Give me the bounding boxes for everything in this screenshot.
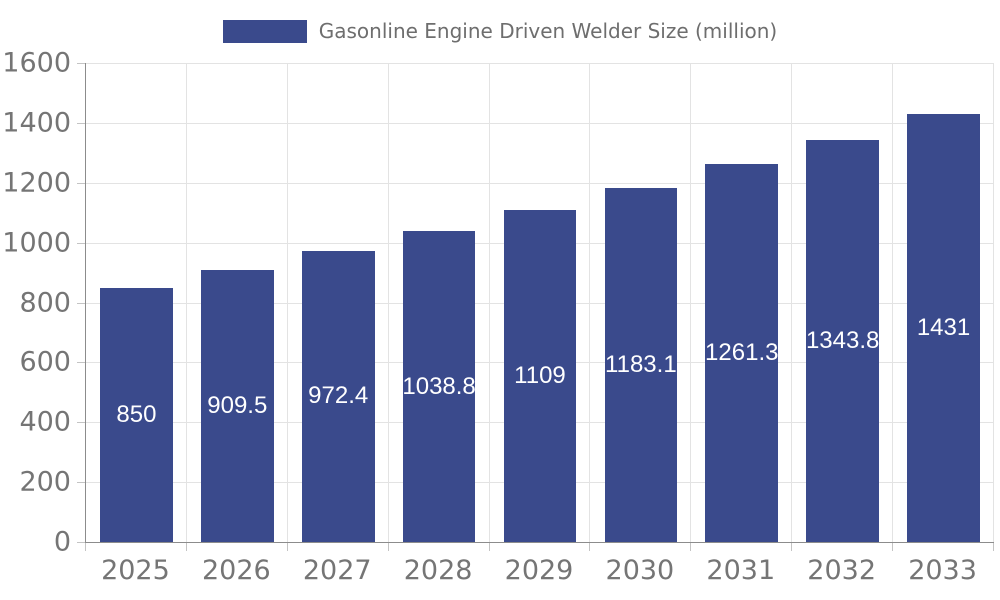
x-axis: 2025 2026 2027 2028 2029 2030 2031 2032 2033 <box>85 543 994 600</box>
bar-slot: 1261.3 <box>691 63 792 542</box>
bar: 1038.8 <box>402 231 476 542</box>
x-tick-label: 2033 <box>908 555 977 586</box>
bar-slot: 1038.8 <box>389 63 490 542</box>
x-tick-mark <box>892 543 894 551</box>
v-gridline <box>791 63 793 542</box>
v-gridline <box>892 63 894 542</box>
h-gridline <box>86 122 994 124</box>
x-tick-mark <box>286 543 288 551</box>
v-gridline <box>488 63 490 542</box>
y-tick-mark <box>77 63 85 64</box>
y-tick-label: 200 <box>19 466 71 498</box>
bar: 1183.1 <box>604 187 678 542</box>
bar-value-label: 1038.8 <box>402 372 476 400</box>
x-tick-label: 2028 <box>403 555 473 586</box>
x-tick-label: 2029 <box>504 555 574 586</box>
y-tick-mark <box>77 302 85 304</box>
bar-value-label: 1343.8 <box>805 326 880 354</box>
bar-value-label: 1261.3 <box>705 339 779 367</box>
v-gridline <box>387 63 389 542</box>
y-tick-mark <box>77 242 85 244</box>
bar: 1431 <box>907 113 980 542</box>
x-tick-label: 2027 <box>302 555 372 586</box>
y-tick-mark <box>77 182 85 184</box>
legend[interactable]: Gasonline Engine Driven Welder Size (mil… <box>0 19 1000 43</box>
v-gridline <box>993 63 994 542</box>
bar-slot: 850 <box>86 63 187 542</box>
bar-slot: 1431 <box>893 63 994 542</box>
bar-value-label: 972.4 <box>308 382 369 410</box>
bar: 972.4 <box>301 250 375 542</box>
x-tick-mark <box>993 543 994 551</box>
y-tick-mark <box>77 422 85 424</box>
x-tick-mark <box>791 543 793 551</box>
v-gridline <box>185 63 187 542</box>
x-tick-label: 2030 <box>605 555 675 586</box>
bar: 1109 <box>503 210 577 542</box>
x-tick-mark <box>387 543 389 551</box>
v-gridline <box>589 63 591 542</box>
bar: 850 <box>100 287 173 542</box>
y-tick-mark <box>77 362 85 364</box>
legend-swatch-icon <box>222 19 307 43</box>
y-tick-mark <box>77 122 85 124</box>
h-gridline <box>86 182 994 184</box>
y-tick-mark <box>77 482 85 484</box>
y-tick-label: 1600 <box>2 47 71 79</box>
x-tick-label: 2031 <box>706 555 776 586</box>
bar-slot: 1109 <box>490 63 591 542</box>
y-tick-label: 1200 <box>2 167 71 199</box>
h-gridline <box>86 63 994 64</box>
legend-label: Gasonline Engine Driven Welder Size (mil… <box>318 19 778 43</box>
x-tick-mark <box>185 543 187 551</box>
bar-value-label: 1431 <box>916 313 971 341</box>
plot-area: 850 909.5 972.4 1038.8 1109 1183.1 1261.3 1343.… <box>85 63 994 543</box>
y-tick-label: 800 <box>19 287 71 318</box>
y-tick-label: 600 <box>19 346 71 378</box>
bar-value-label: 1183.1 <box>605 350 677 378</box>
x-tick-mark <box>85 543 86 551</box>
bar-slot: 1343.8 <box>792 63 893 542</box>
y-tick-label: 400 <box>19 406 71 438</box>
y-axis: 0 200 400 600 800 1000 1200 1400 1600 <box>0 50 85 556</box>
x-tick-mark <box>488 543 490 551</box>
bar: 909.5 <box>200 269 274 542</box>
bar-value-label: 850 <box>116 400 157 428</box>
bar-slot: 1183.1 <box>590 63 691 542</box>
bar: 1343.8 <box>805 139 880 542</box>
x-tick-mark <box>589 543 591 551</box>
y-tick-mark <box>77 542 85 543</box>
bar-value-label: 909.5 <box>207 391 268 419</box>
x-tick-mark <box>690 543 692 551</box>
y-tick-label: 1000 <box>2 227 71 259</box>
bar-slot: 909.5 <box>187 63 288 542</box>
x-tick-label: 2025 <box>101 555 170 586</box>
bar-slot: 972.4 <box>288 63 389 542</box>
y-tick-label: 1400 <box>2 107 71 139</box>
v-gridline <box>690 63 692 542</box>
x-tick-label: 2032 <box>807 555 877 586</box>
v-gridline <box>286 63 288 542</box>
bar: 1261.3 <box>705 164 778 542</box>
bar-value-label: 1109 <box>514 362 566 389</box>
y-tick-label: 0 <box>53 526 71 558</box>
x-tick-label: 2026 <box>201 555 271 586</box>
